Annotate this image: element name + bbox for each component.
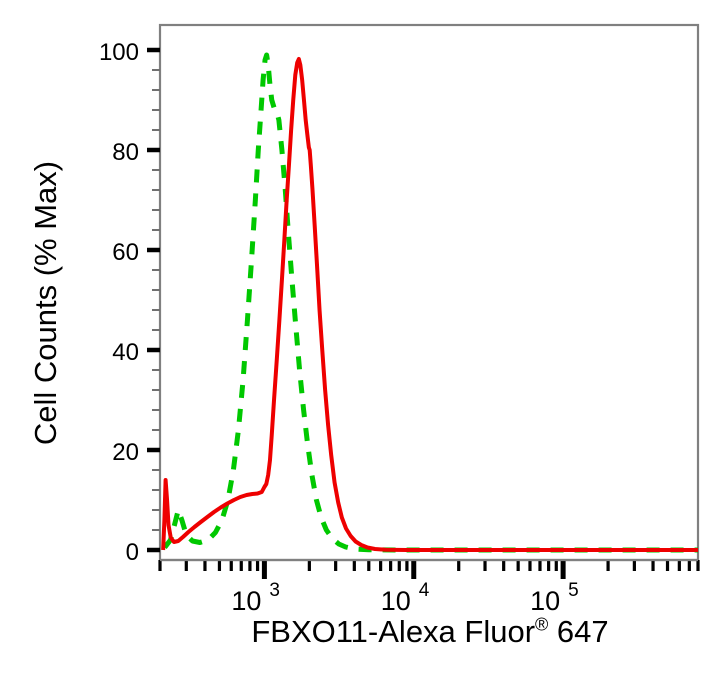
trace-fbxo11-stained xyxy=(161,57,698,552)
x-axis-tick-label: 10 3 xyxy=(231,580,280,616)
svg-text:4: 4 xyxy=(419,580,430,601)
y-axis-tick-label: 0 xyxy=(126,539,139,566)
x-axis-label-tail: 647 xyxy=(548,614,609,649)
x-axis-label: FBXO11-Alexa Fluor® 647 xyxy=(160,614,700,650)
svg-text:5: 5 xyxy=(568,580,579,601)
svg-text:10: 10 xyxy=(231,586,261,616)
x-axis-tick-label: 10 5 xyxy=(530,580,579,616)
y-axis-tick-label: 60 xyxy=(112,239,139,266)
svg-text:10: 10 xyxy=(530,586,560,616)
svg-text:3: 3 xyxy=(269,580,280,601)
y-axis-tick-label: 80 xyxy=(112,139,139,166)
svg-text:10: 10 xyxy=(381,586,411,616)
y-axis-tick-label: 20 xyxy=(112,439,139,466)
plot-frame xyxy=(158,23,700,562)
trace-isotype-control xyxy=(162,52,698,553)
y-axis-tick-label: 40 xyxy=(112,339,139,366)
registered-mark-icon: ® xyxy=(535,614,549,635)
x-axis-tick-label: 10 4 xyxy=(381,580,430,616)
x-axis-label-text: FBXO11-Alexa Fluor xyxy=(251,614,536,649)
y-axis-tick-label: 100 xyxy=(99,39,139,66)
